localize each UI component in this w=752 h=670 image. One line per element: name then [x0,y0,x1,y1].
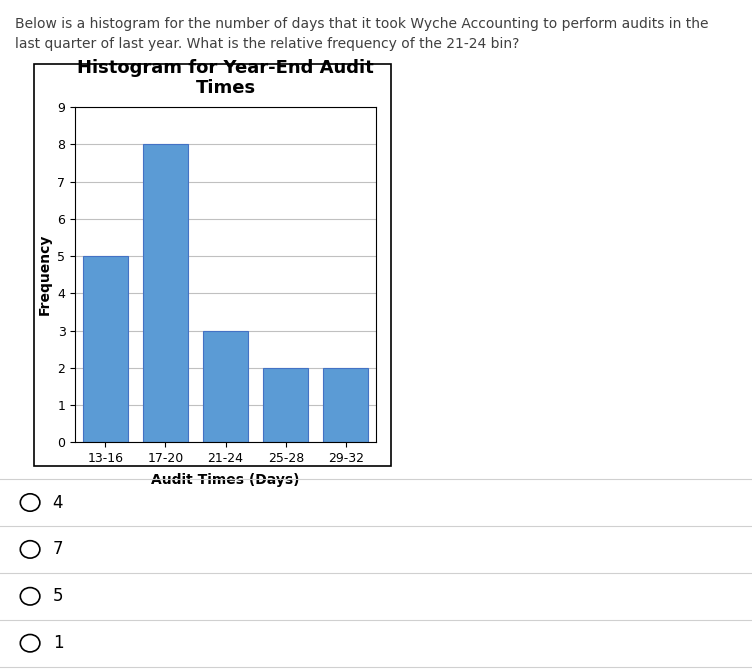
Title: Histogram for Year-End Audit
Times: Histogram for Year-End Audit Times [77,58,374,97]
Bar [203,330,248,442]
Y-axis label: Frequency: Frequency [38,234,52,316]
Bar [83,256,128,442]
Text: last quarter of last year. What is the relative frequency of the 21-24 bin?: last quarter of last year. What is the r… [15,37,520,51]
Text: 5: 5 [53,588,63,605]
Bar [323,368,368,442]
X-axis label: Audit Times (Days): Audit Times (Days) [151,473,300,487]
Bar [263,368,308,442]
Text: Below is a histogram for the number of days that it took Wyche Accounting to per: Below is a histogram for the number of d… [15,17,708,31]
Bar [143,145,188,442]
Text: 1: 1 [53,634,63,652]
Text: 7: 7 [53,541,63,558]
Text: 4: 4 [53,494,63,511]
